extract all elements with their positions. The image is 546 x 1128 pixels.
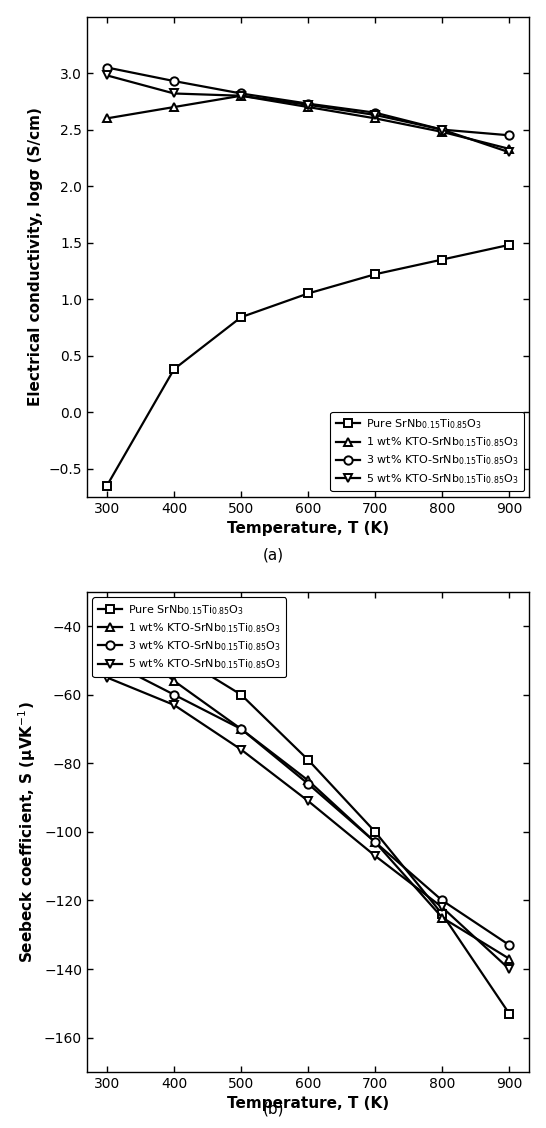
5 wt% KTO-SrNb$_{0.15}$Ti$_{0.85}$O$_3$ xyxy=(372,108,378,122)
1 wt% KTO-SrNb$_{0.15}$Ti$_{0.85}$O$_3$ xyxy=(506,142,513,156)
Line: 1 wt% KTO-SrNb$_{0.15}$Ti$_{0.85}$O$_3$: 1 wt% KTO-SrNb$_{0.15}$Ti$_{0.85}$O$_3$ xyxy=(103,622,513,963)
3 wt% KTO-SrNb$_{0.15}$Ti$_{0.85}$O$_3$ xyxy=(372,106,378,120)
1 wt% KTO-SrNb$_{0.15}$Ti$_{0.85}$O$_3$ xyxy=(439,910,446,924)
3 wt% KTO-SrNb$_{0.15}$Ti$_{0.85}$O$_3$ xyxy=(439,123,446,136)
Line: Pure SrNb$_{0.15}$Ti$_{0.85}$O$_3$: Pure SrNb$_{0.15}$Ti$_{0.85}$O$_3$ xyxy=(103,650,513,1017)
1 wt% KTO-SrNb$_{0.15}$Ti$_{0.85}$O$_3$ xyxy=(439,125,446,139)
Legend: Pure SrNb$_{0.15}$Ti$_{0.85}$O$_3$, 1 wt% KTO-SrNb$_{0.15}$Ti$_{0.85}$O$_3$, 3 w: Pure SrNb$_{0.15}$Ti$_{0.85}$O$_3$, 1 wt… xyxy=(92,598,286,677)
1 wt% KTO-SrNb$_{0.15}$Ti$_{0.85}$O$_3$ xyxy=(372,836,378,849)
Legend: Pure SrNb$_{0.15}$Ti$_{0.85}$O$_3$, 1 wt% KTO-SrNb$_{0.15}$Ti$_{0.85}$O$_3$, 3 w: Pure SrNb$_{0.15}$Ti$_{0.85}$O$_3$, 1 wt… xyxy=(330,412,524,492)
5 wt% KTO-SrNb$_{0.15}$Ti$_{0.85}$O$_3$ xyxy=(439,900,446,914)
Pure SrNb$_{0.15}$Ti$_{0.85}$O$_3$ xyxy=(104,478,110,492)
1 wt% KTO-SrNb$_{0.15}$Ti$_{0.85}$O$_3$ xyxy=(372,112,378,125)
5 wt% KTO-SrNb$_{0.15}$Ti$_{0.85}$O$_3$ xyxy=(372,849,378,863)
3 wt% KTO-SrNb$_{0.15}$Ti$_{0.85}$O$_3$ xyxy=(439,893,446,907)
Line: 5 wt% KTO-SrNb$_{0.15}$Ti$_{0.85}$O$_3$: 5 wt% KTO-SrNb$_{0.15}$Ti$_{0.85}$O$_3$ xyxy=(103,673,513,973)
5 wt% KTO-SrNb$_{0.15}$Ti$_{0.85}$O$_3$ xyxy=(506,962,513,976)
5 wt% KTO-SrNb$_{0.15}$Ti$_{0.85}$O$_3$ xyxy=(171,87,177,100)
X-axis label: Temperature, T (K): Temperature, T (K) xyxy=(227,1096,389,1111)
1 wt% KTO-SrNb$_{0.15}$Ti$_{0.85}$O$_3$ xyxy=(104,112,110,125)
Pure SrNb$_{0.15}$Ti$_{0.85}$O$_3$ xyxy=(171,646,177,660)
1 wt% KTO-SrNb$_{0.15}$Ti$_{0.85}$O$_3$ xyxy=(305,774,311,787)
Pure SrNb$_{0.15}$Ti$_{0.85}$O$_3$ xyxy=(372,267,378,281)
1 wt% KTO-SrNb$_{0.15}$Ti$_{0.85}$O$_3$ xyxy=(238,89,245,103)
Line: 1 wt% KTO-SrNb$_{0.15}$Ti$_{0.85}$O$_3$: 1 wt% KTO-SrNb$_{0.15}$Ti$_{0.85}$O$_3$ xyxy=(103,91,513,153)
3 wt% KTO-SrNb$_{0.15}$Ti$_{0.85}$O$_3$ xyxy=(171,74,177,88)
Pure SrNb$_{0.15}$Ti$_{0.85}$O$_3$ xyxy=(104,646,110,660)
Pure SrNb$_{0.15}$Ti$_{0.85}$O$_3$ xyxy=(439,253,446,266)
3 wt% KTO-SrNb$_{0.15}$Ti$_{0.85}$O$_3$ xyxy=(171,688,177,702)
1 wt% KTO-SrNb$_{0.15}$Ti$_{0.85}$O$_3$ xyxy=(305,100,311,114)
1 wt% KTO-SrNb$_{0.15}$Ti$_{0.85}$O$_3$ xyxy=(506,952,513,966)
5 wt% KTO-SrNb$_{0.15}$Ti$_{0.85}$O$_3$ xyxy=(238,89,245,103)
5 wt% KTO-SrNb$_{0.15}$Ti$_{0.85}$O$_3$ xyxy=(171,698,177,712)
5 wt% KTO-SrNb$_{0.15}$Ti$_{0.85}$O$_3$ xyxy=(305,794,311,808)
X-axis label: Temperature, T (K): Temperature, T (K) xyxy=(227,521,389,536)
3 wt% KTO-SrNb$_{0.15}$Ti$_{0.85}$O$_3$ xyxy=(372,836,378,849)
Text: (a): (a) xyxy=(263,547,283,562)
5 wt% KTO-SrNb$_{0.15}$Ti$_{0.85}$O$_3$ xyxy=(506,146,513,159)
Line: 3 wt% KTO-SrNb$_{0.15}$Ti$_{0.85}$O$_3$: 3 wt% KTO-SrNb$_{0.15}$Ti$_{0.85}$O$_3$ xyxy=(103,63,513,140)
Pure SrNb$_{0.15}$Ti$_{0.85}$O$_3$ xyxy=(305,754,311,767)
Pure SrNb$_{0.15}$Ti$_{0.85}$O$_3$ xyxy=(238,688,245,702)
5 wt% KTO-SrNb$_{0.15}$Ti$_{0.85}$O$_3$ xyxy=(104,671,110,685)
Pure SrNb$_{0.15}$Ti$_{0.85}$O$_3$ xyxy=(372,825,378,838)
1 wt% KTO-SrNb$_{0.15}$Ti$_{0.85}$O$_3$ xyxy=(238,722,245,735)
3 wt% KTO-SrNb$_{0.15}$Ti$_{0.85}$O$_3$ xyxy=(305,777,311,791)
Line: 3 wt% KTO-SrNb$_{0.15}$Ti$_{0.85}$O$_3$: 3 wt% KTO-SrNb$_{0.15}$Ti$_{0.85}$O$_3$ xyxy=(103,656,513,949)
3 wt% KTO-SrNb$_{0.15}$Ti$_{0.85}$O$_3$ xyxy=(238,722,245,735)
Line: Pure SrNb$_{0.15}$Ti$_{0.85}$O$_3$: Pure SrNb$_{0.15}$Ti$_{0.85}$O$_3$ xyxy=(103,240,513,490)
1 wt% KTO-SrNb$_{0.15}$Ti$_{0.85}$O$_3$ xyxy=(171,100,177,114)
3 wt% KTO-SrNb$_{0.15}$Ti$_{0.85}$O$_3$ xyxy=(305,97,311,111)
5 wt% KTO-SrNb$_{0.15}$Ti$_{0.85}$O$_3$ xyxy=(104,69,110,82)
5 wt% KTO-SrNb$_{0.15}$Ti$_{0.85}$O$_3$ xyxy=(305,98,311,112)
Text: (b): (b) xyxy=(262,1102,284,1117)
1 wt% KTO-SrNb$_{0.15}$Ti$_{0.85}$O$_3$ xyxy=(104,619,110,633)
1 wt% KTO-SrNb$_{0.15}$Ti$_{0.85}$O$_3$ xyxy=(171,675,177,688)
Pure SrNb$_{0.15}$Ti$_{0.85}$O$_3$ xyxy=(506,238,513,252)
3 wt% KTO-SrNb$_{0.15}$Ti$_{0.85}$O$_3$ xyxy=(238,87,245,100)
Pure SrNb$_{0.15}$Ti$_{0.85}$O$_3$ xyxy=(506,1007,513,1021)
Line: 5 wt% KTO-SrNb$_{0.15}$Ti$_{0.85}$O$_3$: 5 wt% KTO-SrNb$_{0.15}$Ti$_{0.85}$O$_3$ xyxy=(103,71,513,157)
Pure SrNb$_{0.15}$Ti$_{0.85}$O$_3$ xyxy=(238,310,245,324)
3 wt% KTO-SrNb$_{0.15}$Ti$_{0.85}$O$_3$ xyxy=(506,129,513,142)
3 wt% KTO-SrNb$_{0.15}$Ti$_{0.85}$O$_3$ xyxy=(104,653,110,667)
Y-axis label: Seebeck coefficient, S (μVK$^{-1}$): Seebeck coefficient, S (μVK$^{-1}$) xyxy=(17,700,38,962)
Pure SrNb$_{0.15}$Ti$_{0.85}$O$_3$ xyxy=(305,287,311,300)
5 wt% KTO-SrNb$_{0.15}$Ti$_{0.85}$O$_3$ xyxy=(238,742,245,756)
3 wt% KTO-SrNb$_{0.15}$Ti$_{0.85}$O$_3$ xyxy=(506,938,513,952)
Y-axis label: Electrical conductivity, logσ (S/cm): Electrical conductivity, logσ (S/cm) xyxy=(28,107,43,406)
Pure SrNb$_{0.15}$Ti$_{0.85}$O$_3$ xyxy=(439,907,446,920)
3 wt% KTO-SrNb$_{0.15}$Ti$_{0.85}$O$_3$ xyxy=(104,61,110,74)
5 wt% KTO-SrNb$_{0.15}$Ti$_{0.85}$O$_3$ xyxy=(439,123,446,136)
Pure SrNb$_{0.15}$Ti$_{0.85}$O$_3$ xyxy=(171,362,177,376)
